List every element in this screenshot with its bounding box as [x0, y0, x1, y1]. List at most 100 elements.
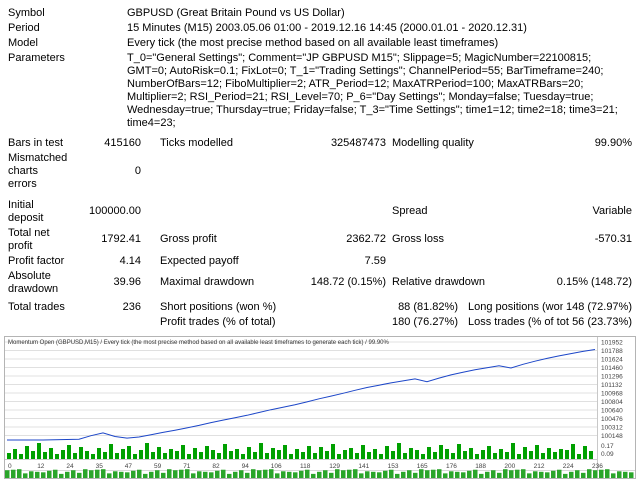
bottom-strip-bar	[149, 471, 154, 478]
lot-bar	[547, 448, 551, 459]
bottom-strip-bar	[173, 470, 178, 478]
bottom-strip-bar	[479, 473, 484, 478]
bottom-strip-bar	[65, 471, 70, 478]
lot-bar	[583, 446, 587, 459]
lot-bar	[487, 446, 491, 459]
lot-bar	[253, 452, 257, 459]
lot-bar	[247, 447, 251, 459]
bottom-strip-bar	[239, 470, 244, 478]
y-axis-label: 100312	[601, 425, 623, 432]
bottom-strip-bar	[287, 471, 292, 478]
lot-bar	[427, 447, 431, 459]
bottom-strip-bar	[281, 471, 286, 478]
bottom-strip-bar	[215, 470, 220, 478]
y-axis-label: 101132	[601, 382, 623, 389]
x-axis-label: 82	[212, 463, 220, 470]
lot-bar	[271, 448, 275, 459]
x-axis-label: 59	[154, 463, 162, 470]
x-axis-label: 94	[242, 463, 250, 470]
lot-bar	[31, 451, 35, 459]
bottom-strip-bar	[161, 472, 166, 478]
lot-bar	[103, 452, 107, 459]
lot-bar	[301, 452, 305, 459]
lot-bar	[325, 451, 329, 459]
lot-bar	[223, 444, 227, 459]
row-value-2: 148.72 (0.15%)	[310, 276, 386, 288]
row-label: Mismatched charts errors	[8, 151, 68, 190]
row-label: Parameters	[8, 51, 65, 64]
lot-bar	[319, 447, 323, 459]
bottom-strip-bar	[329, 472, 334, 478]
x-axis-label: 200	[504, 463, 515, 470]
bottom-strip-bar	[377, 472, 382, 478]
lot-bar	[409, 448, 413, 459]
row-label: Profit factor	[8, 254, 65, 267]
lot-bar	[175, 451, 179, 459]
bottom-strip-bar	[101, 469, 106, 478]
lot-bar	[403, 453, 407, 459]
bottom-strip-bar	[551, 470, 556, 478]
x-axis-label: 188	[475, 463, 486, 470]
bottom-strip-bar	[509, 470, 514, 478]
lot-bar	[283, 445, 287, 459]
row-value-1: 1792.41	[101, 233, 141, 245]
row-right-group: Long positions (won %)148 (72.97%)	[458, 300, 632, 314]
row-label-3: Spread	[392, 205, 428, 217]
lot-bar	[499, 449, 503, 459]
lot-bar	[523, 447, 527, 459]
lot-bar	[511, 443, 515, 459]
row-value-1: 4.14	[119, 254, 141, 267]
x-axis-label: 212	[534, 463, 545, 470]
row-label-3: Gross loss	[392, 233, 444, 245]
lot-bar	[307, 446, 311, 459]
lot-bar	[535, 445, 539, 459]
lot-bar	[421, 454, 425, 459]
bottom-strip-bar	[59, 473, 64, 478]
x-axis-label: 118	[300, 463, 311, 470]
lot-bar	[139, 450, 143, 459]
bottom-strip-bar	[527, 473, 532, 478]
lot-bar	[493, 453, 497, 459]
bottom-strip-bar	[203, 471, 208, 478]
bottom-strip-bar	[581, 472, 586, 478]
lot-bar	[265, 453, 269, 459]
lot-bar	[49, 448, 53, 459]
bottom-strip-bar	[425, 470, 430, 478]
lot-bar	[181, 445, 185, 459]
lot-bar	[367, 452, 371, 459]
bottom-strip-bar	[47, 470, 52, 478]
bottom-strip-bar	[35, 471, 40, 478]
row-value-2: 52.09	[426, 331, 458, 333]
lot-bar	[55, 454, 59, 459]
row-label-3: Modelling quality	[392, 136, 474, 149]
bottom-strip-bar	[263, 469, 268, 478]
lot-bar	[517, 454, 521, 459]
lot-bar	[343, 450, 347, 459]
bottom-strip-bar	[137, 469, 142, 478]
lot-bar	[169, 449, 173, 459]
bottom-strip-bar	[293, 472, 298, 478]
lot-bar	[277, 450, 281, 459]
backtest-summary-table: Symbol GBPUSD (Great Britain Pound vs US …	[8, 6, 632, 332]
bottom-strip-bar	[593, 470, 598, 478]
bottom-strip-bar	[575, 470, 580, 478]
row-value-1: 39.96	[113, 276, 141, 288]
lot-bar	[463, 451, 467, 459]
lot-bar	[217, 453, 221, 459]
row-value-3: 99.90%	[591, 136, 632, 150]
row-mid-group: Maximal drawdown 148.72 (0.15%)	[141, 276, 386, 289]
bottom-strip-bar	[383, 470, 388, 478]
lot-bar	[349, 448, 353, 459]
row-value-1: 236	[122, 300, 141, 313]
row-value-1: 415160	[104, 136, 141, 149]
bottom-strip-bar	[335, 469, 340, 478]
bottom-strip-bar	[23, 473, 28, 478]
bottom-strip-bar	[419, 469, 424, 478]
balance-line	[7, 349, 596, 441]
bottom-strip-bar	[299, 470, 304, 478]
report-row: Total net profit 1792.41 Gross profit 2362.…	[8, 226, 632, 253]
row-label-3: Loss trades (% of total)	[468, 315, 569, 328]
lot-bar	[229, 451, 233, 459]
row-label: Period	[8, 21, 40, 34]
lot-bar	[529, 451, 533, 459]
